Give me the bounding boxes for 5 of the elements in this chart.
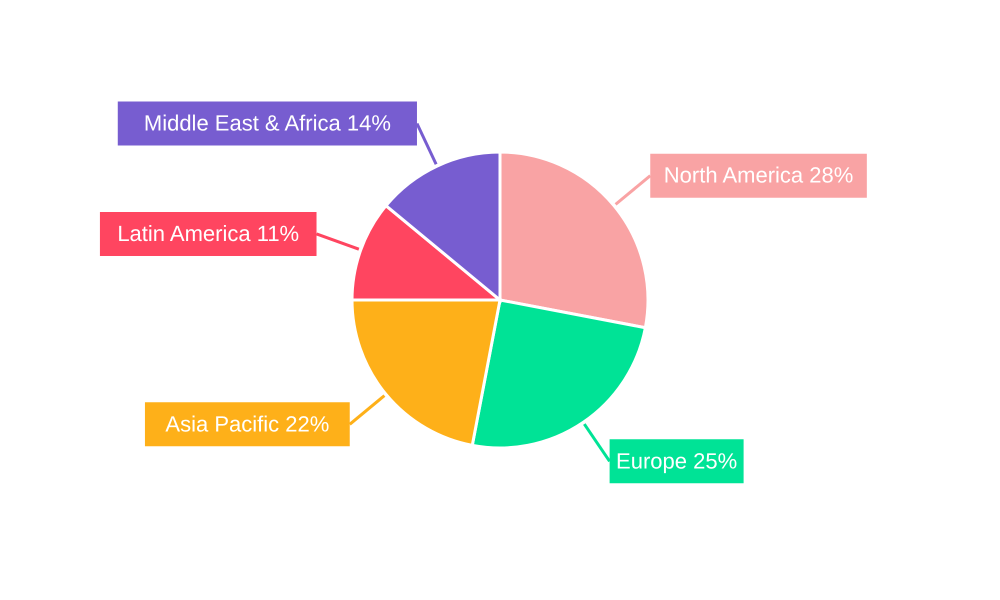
slice-label: Latin America 11% xyxy=(117,220,300,246)
slice-label: Middle East & Africa 14% xyxy=(144,110,391,136)
slice-label: Asia Pacific 22% xyxy=(165,411,330,436)
slice-label: North America 28% xyxy=(664,162,854,188)
slice-label: Europe 25% xyxy=(616,448,738,474)
